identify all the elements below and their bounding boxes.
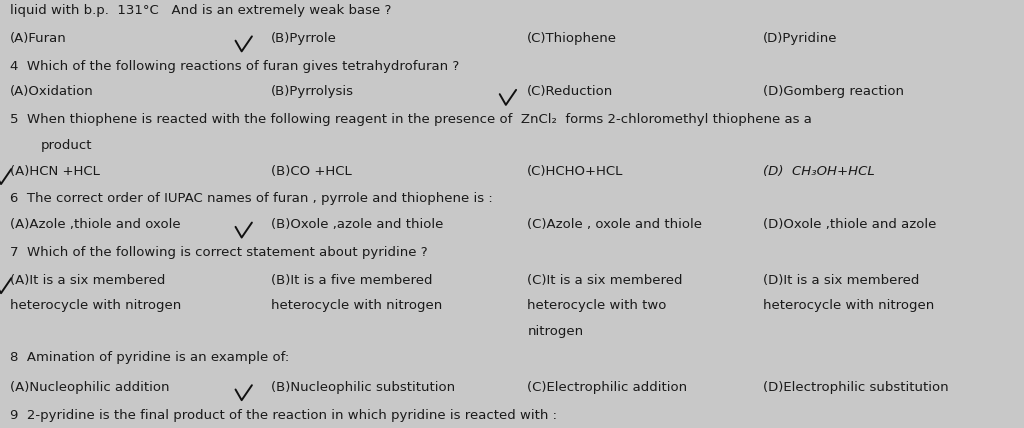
Text: (B)Pyrrolysis: (B)Pyrrolysis [271,86,354,98]
Text: (C)It is a six membered: (C)It is a six membered [527,274,683,287]
Text: (A)HCN +HCL: (A)HCN +HCL [10,165,100,178]
Text: (A)Nucleophilic addition: (A)Nucleophilic addition [10,381,170,394]
Text: 5  When thiophene is reacted with the following reagent in the presence of  ZnCl: 5 When thiophene is reacted with the fol… [10,113,812,126]
Text: 4  Which of the following reactions of furan gives tetrahydrofuran ?: 4 Which of the following reactions of fu… [10,60,460,73]
Text: product: product [41,139,92,152]
Text: (B)CO +HCL: (B)CO +HCL [271,165,352,178]
Text: (D)  CH₃OH+HCL: (D) CH₃OH+HCL [763,165,874,178]
Text: heterocycle with two: heterocycle with two [527,300,667,312]
Text: heterocycle with nitrogen: heterocycle with nitrogen [763,300,934,312]
Text: (C)Electrophilic addition: (C)Electrophilic addition [527,381,687,394]
Text: 7  Which of the following is correct statement about pyridine ?: 7 Which of the following is correct stat… [10,246,428,259]
Text: (C)HCHO+HCL: (C)HCHO+HCL [527,165,624,178]
Text: (D)Pyridine: (D)Pyridine [763,32,838,45]
Text: (C)Azole , oxole and thiole: (C)Azole , oxole and thiole [527,218,702,231]
Text: (B)Nucleophilic substitution: (B)Nucleophilic substitution [271,381,456,394]
Text: (B)Oxole ,azole and thiole: (B)Oxole ,azole and thiole [271,218,443,231]
Text: nitrogen: nitrogen [527,325,584,338]
Text: (C)Thiophene: (C)Thiophene [527,32,617,45]
Text: (C)Reduction: (C)Reduction [527,86,613,98]
Text: heterocycle with nitrogen: heterocycle with nitrogen [10,300,181,312]
Text: heterocycle with nitrogen: heterocycle with nitrogen [271,300,442,312]
Text: (B)It is a five membered: (B)It is a five membered [271,274,433,287]
Text: (A)It is a six membered: (A)It is a six membered [10,274,166,287]
Text: (D)Oxole ,thiole and azole: (D)Oxole ,thiole and azole [763,218,936,231]
Text: (D)Electrophilic substitution: (D)Electrophilic substitution [763,381,948,394]
Text: 6  The correct order of IUPAC names of furan , pyrrole and thiophene is :: 6 The correct order of IUPAC names of fu… [10,193,493,205]
Text: (A)Oxidation: (A)Oxidation [10,86,94,98]
Text: (D)It is a six membered: (D)It is a six membered [763,274,920,287]
Text: (D)Gomberg reaction: (D)Gomberg reaction [763,86,904,98]
Text: 8  Amination of pyridine is an example of:: 8 Amination of pyridine is an example of… [10,351,290,364]
Text: (A)Furan: (A)Furan [10,32,67,45]
Text: (B)Pyrrole: (B)Pyrrole [271,32,337,45]
Text: (A)Azole ,thiole and oxole: (A)Azole ,thiole and oxole [10,218,181,231]
Text: liquid with b.p.  131°C   And is an extremely weak base ?: liquid with b.p. 131°C And is an extreme… [10,4,391,17]
Text: 9  2-pyridine is the final product of the reaction in which pyridine is reacted : 9 2-pyridine is the final product of the… [10,409,557,422]
